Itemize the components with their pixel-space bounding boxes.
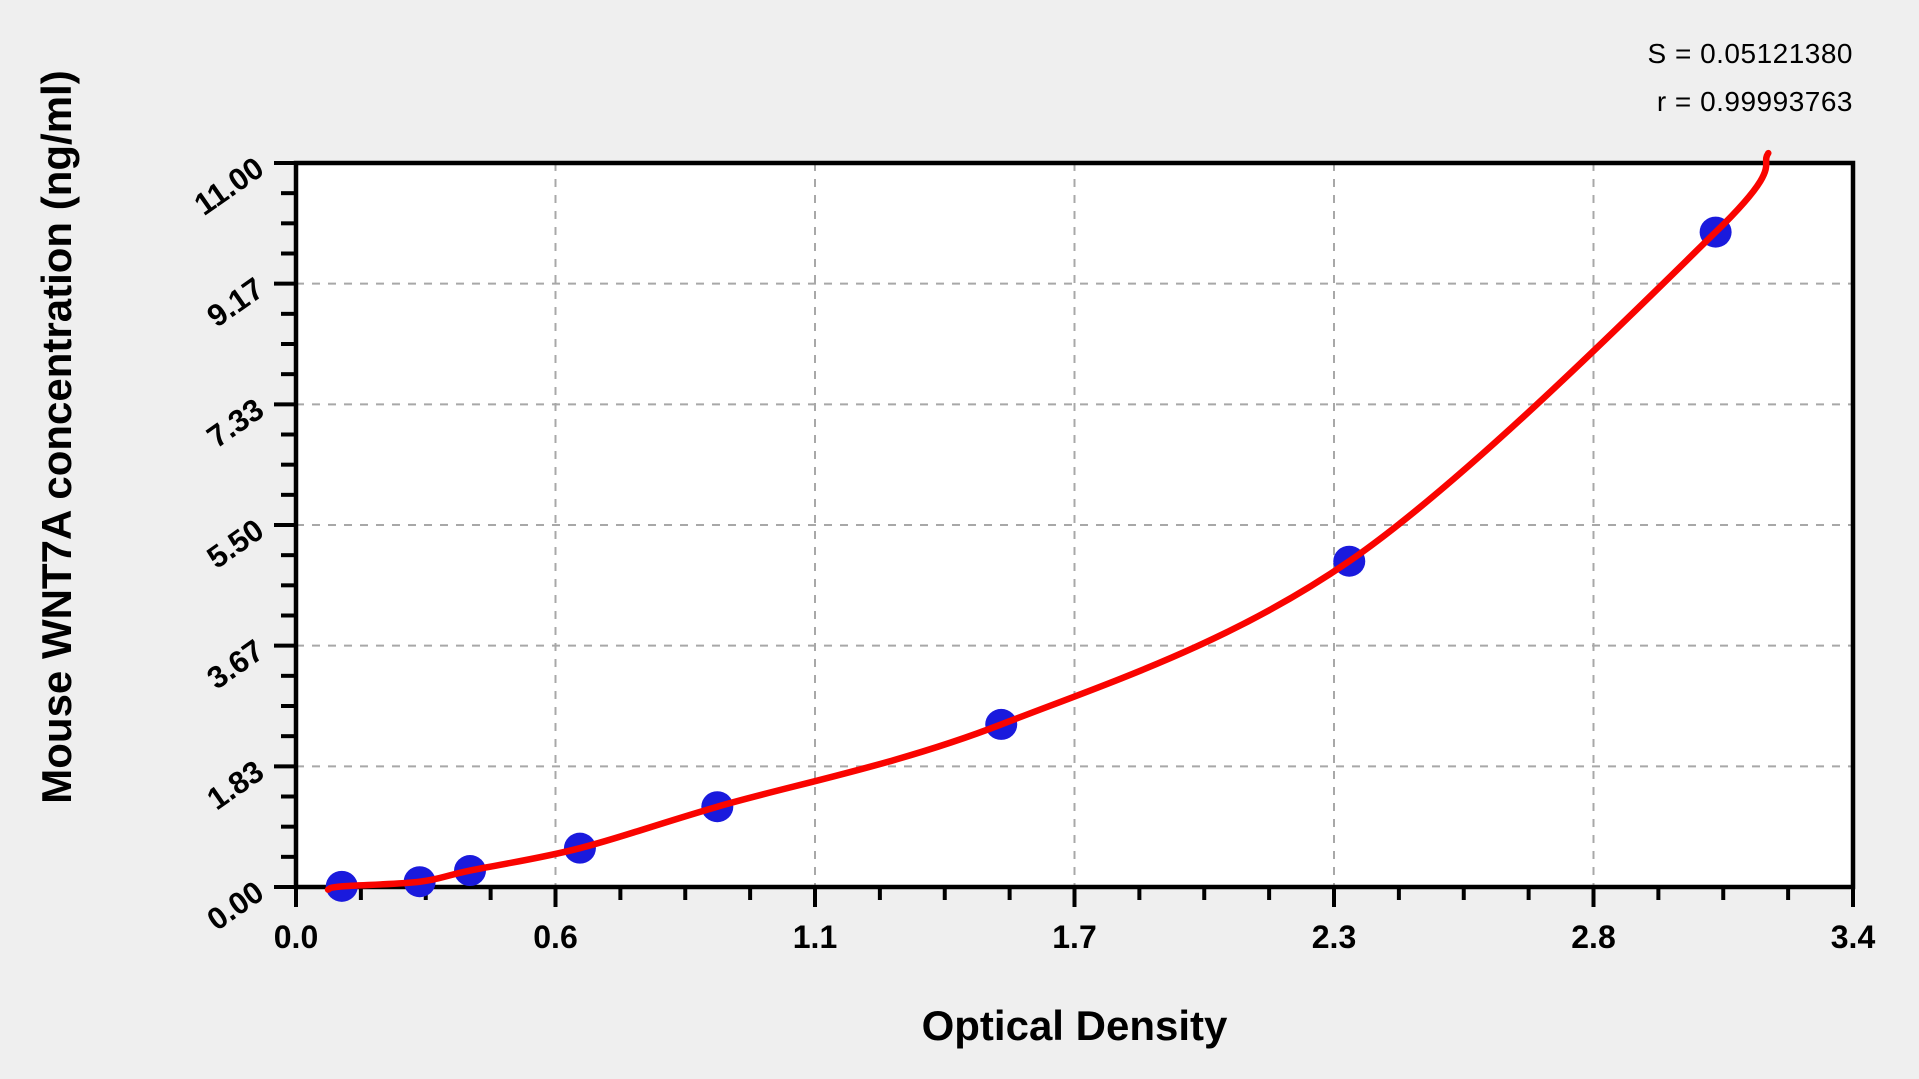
y-tick-label: 1.83 (201, 753, 271, 816)
curve-fit-stats: S = 0.05121380 r = 0.99993763 (1647, 30, 1853, 126)
x-tick-label: 0.6 (533, 919, 577, 955)
fit-stat-s: S = 0.05121380 (1647, 38, 1853, 69)
x-axis-title: Optical Density (921, 1002, 1228, 1049)
x-tick-label: 2.8 (1571, 919, 1615, 955)
x-tick-label: 1.1 (793, 919, 837, 955)
fit-curve (324, 149, 1772, 893)
x-tick-label: 0.0 (274, 919, 318, 955)
y-tick-label: 9.17 (201, 271, 271, 334)
y-tick-label: 11.00 (188, 150, 270, 222)
y-tick-label: 7.33 (201, 391, 271, 454)
y-tick-label: 3.67 (201, 633, 271, 696)
y-axis-title: Mouse WNT7A concentration (ng/ml) (33, 70, 80, 804)
x-tick-label: 2.3 (1312, 919, 1356, 955)
fit-stat-r: r = 0.99993763 (1656, 86, 1853, 117)
x-tick-label: 3.4 (1831, 919, 1876, 955)
y-tick-label: 0.00 (201, 874, 271, 937)
y-tick-label: 5.50 (201, 512, 271, 575)
x-tick-label: 1.7 (1052, 919, 1096, 955)
